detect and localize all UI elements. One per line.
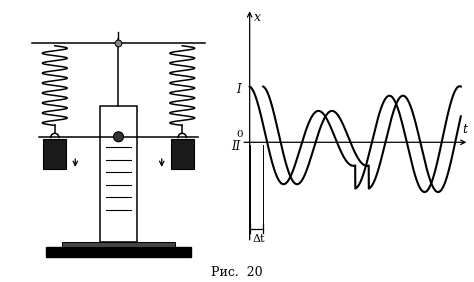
Text: Рис.  20: Рис. 20 [211,266,263,279]
Text: II: II [231,140,240,153]
FancyBboxPatch shape [62,242,175,247]
Circle shape [115,40,122,47]
FancyBboxPatch shape [100,105,137,242]
Circle shape [113,132,124,142]
Text: I: I [236,83,240,96]
Text: x: x [254,11,261,24]
FancyBboxPatch shape [171,139,193,169]
FancyBboxPatch shape [46,247,191,257]
Text: 0: 0 [237,131,243,140]
Text: t: t [463,123,467,136]
FancyBboxPatch shape [44,139,66,169]
Text: Δt: Δt [252,234,265,244]
